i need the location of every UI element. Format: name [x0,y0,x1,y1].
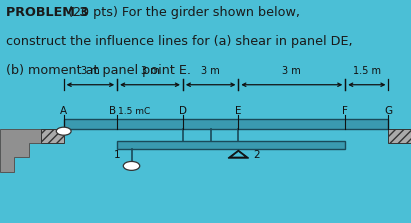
Circle shape [56,127,71,135]
Text: 1: 1 [113,150,120,160]
Polygon shape [228,150,249,158]
Text: 1.5 m: 1.5 m [353,66,381,76]
Bar [117,141,345,149]
Text: construct the influence lines for (a) shear in panel DE,: construct the influence lines for (a) sh… [6,35,353,47]
Bar [64,119,388,129]
Text: 3 m: 3 m [81,66,100,76]
Text: G: G [384,106,393,116]
Text: 3 m: 3 m [141,66,159,76]
Bar [41,129,64,143]
Text: 3 m: 3 m [282,66,301,76]
Text: 2: 2 [253,150,259,160]
Circle shape [123,161,140,170]
Text: (20 pts) For the girder shown below,: (20 pts) For the girder shown below, [64,6,300,19]
Text: A: A [60,106,67,116]
Text: 1.5 mC: 1.5 mC [118,107,150,116]
Text: F: F [342,106,348,116]
Polygon shape [231,151,245,157]
Text: (b) moment at panel point E.: (b) moment at panel point E. [6,64,191,76]
Text: PROBLEM 3: PROBLEM 3 [6,6,88,19]
Text: E: E [235,106,242,116]
Text: B: B [109,106,116,116]
Text: D: D [179,106,187,116]
Text: 3 m: 3 m [201,66,220,76]
Polygon shape [0,129,41,172]
Bar [388,129,411,143]
